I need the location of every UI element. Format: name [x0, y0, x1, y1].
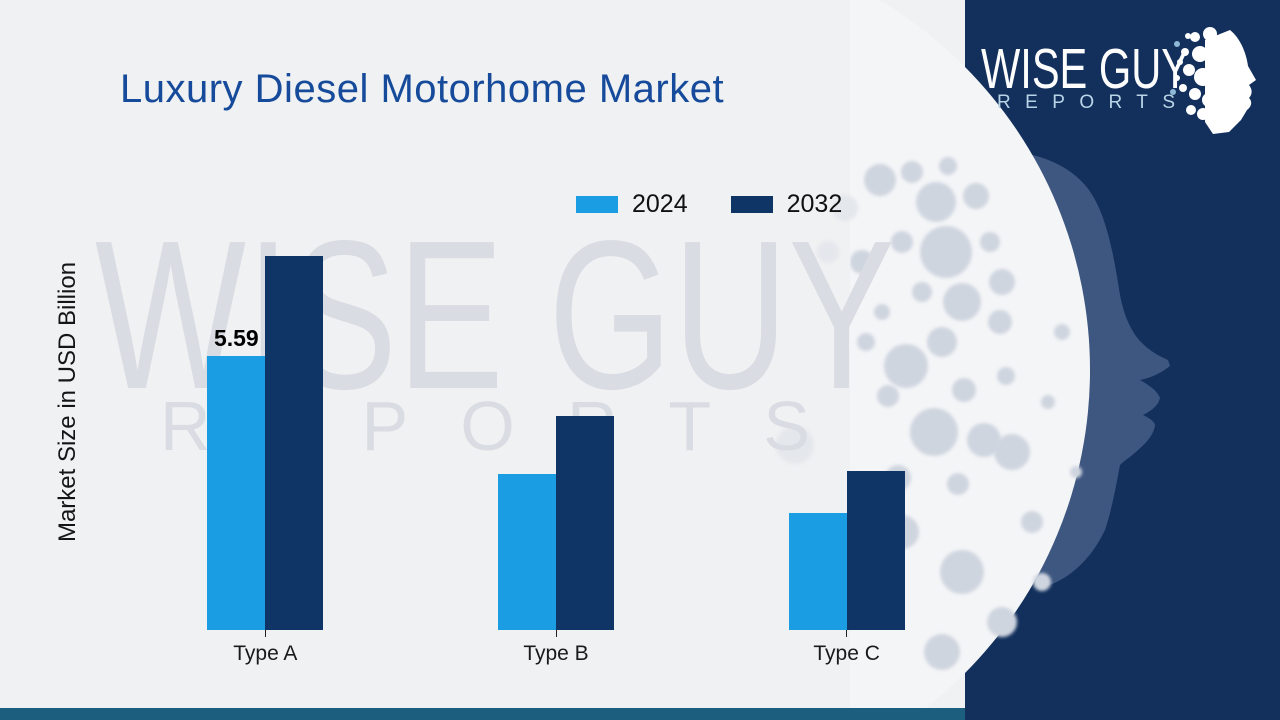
bar-group-type-a: Type A 5.59 [207, 150, 324, 665]
watermark-dot [943, 283, 981, 321]
wise-guy-reports-logo: WISE GUY REPORTS [981, 27, 1256, 134]
watermark-dot [920, 226, 972, 278]
bar-type-c-2024 [788, 512, 847, 630]
watermark-dot [877, 385, 899, 407]
bar-type-c-2032 [846, 471, 905, 630]
axis-tick [264, 630, 266, 637]
footer-accent-strip [0, 708, 965, 720]
watermark-dot [912, 282, 932, 302]
bar-type-a-2024 [207, 356, 266, 630]
bar-group-type-c: Type C [788, 150, 905, 665]
watermark-dot [939, 157, 957, 175]
legend-swatch-2024 [576, 196, 618, 213]
watermark-dot [924, 634, 960, 670]
face-profile-dots-icon [1170, 27, 1256, 134]
legend-label-2032: 2032 [786, 190, 843, 218]
bar-type-a-2032 [265, 256, 324, 630]
watermark-dot [884, 344, 928, 388]
watermark-dot [940, 550, 984, 594]
bar-chart: Type A 5.59 Type B Type C [120, 150, 992, 665]
category-label-type-a: Type A [233, 642, 298, 665]
watermark-dot [857, 333, 875, 351]
page-title: Luxury Diesel Motorhome Market [120, 66, 725, 111]
watermark-dot [1033, 573, 1051, 591]
y-axis-label: Market Size in USD Billion [54, 261, 81, 543]
axis-tick [846, 630, 848, 637]
watermark-dot [988, 310, 1012, 334]
watermark-dot [997, 367, 1015, 385]
category-label-type-b: Type B [523, 642, 589, 665]
bar-type-b-2032 [556, 415, 614, 630]
watermark-dot [891, 231, 913, 253]
decorative-circle-region [850, 0, 1280, 720]
watermark-dot [987, 607, 1017, 637]
legend-swatch-2032 [730, 196, 773, 213]
watermark-dot [916, 182, 956, 222]
watermark-dot [910, 408, 958, 456]
watermark-dot [980, 232, 1000, 252]
watermark-dot [864, 164, 896, 196]
watermark-dot [1070, 466, 1082, 478]
watermark-dot [927, 327, 957, 357]
logo-line1: WISE GUY [981, 37, 1189, 101]
watermark-dot [1054, 324, 1070, 340]
bar-type-b-2024 [498, 474, 556, 630]
legend-label-2024: 2024 [632, 190, 688, 218]
legend-item-2024: 2024 [576, 190, 688, 219]
watermark-dot [1041, 395, 1055, 409]
watermark-dot [874, 304, 890, 320]
watermark-dot [952, 378, 976, 402]
watermark-dot [963, 183, 989, 209]
watermark-dot [1021, 511, 1043, 533]
axis-tick [555, 630, 557, 637]
bar-group-type-b: Type B [498, 150, 614, 665]
watermark-dot [901, 161, 923, 183]
watermark-dot [850, 250, 874, 274]
chart-legend: 2024 2032 [576, 190, 842, 219]
bar-value-label: 5.59 [213, 325, 259, 352]
legend-item-2032: 2032 [730, 190, 843, 219]
watermark-dot [994, 434, 1030, 470]
watermark-dot [947, 473, 969, 495]
watermark-dot [989, 269, 1015, 295]
category-label-type-c: Type C [813, 642, 880, 665]
